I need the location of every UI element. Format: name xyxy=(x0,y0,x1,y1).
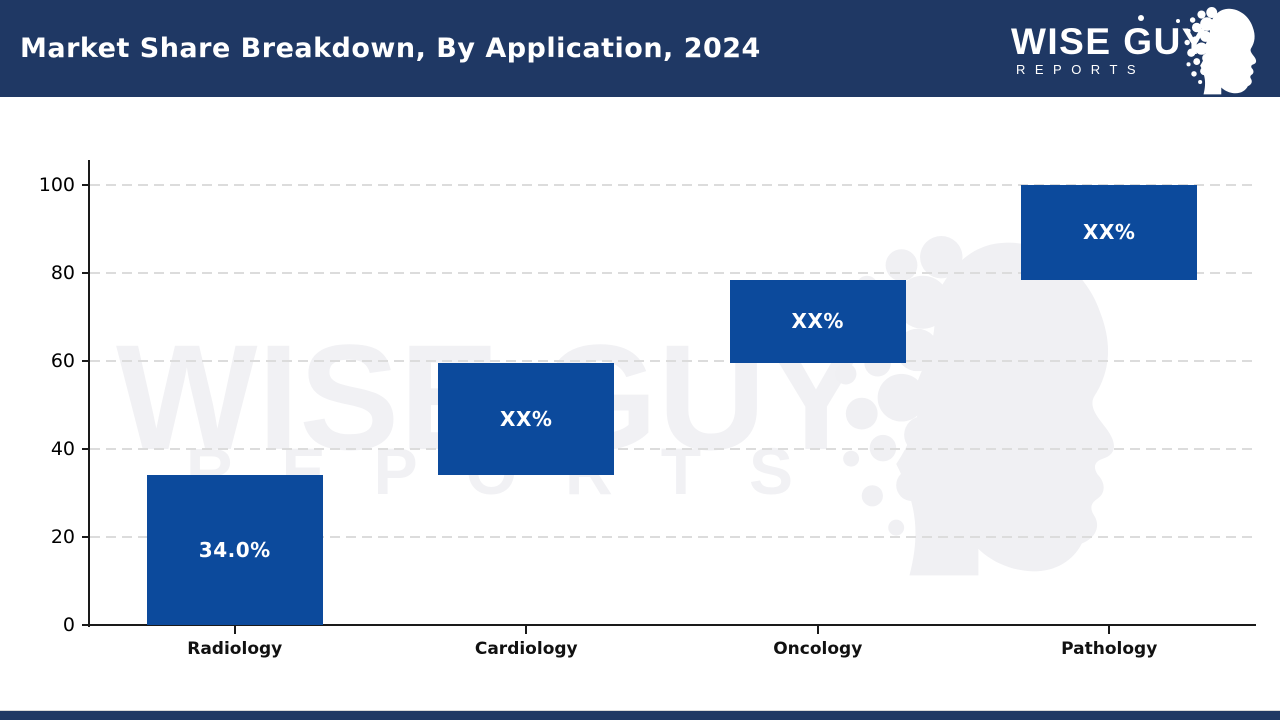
bar-value-label-cardiology: XX% xyxy=(500,407,553,432)
y-tick-mark-100 xyxy=(82,184,89,186)
bar-value-label-pathology: XX% xyxy=(1083,220,1136,245)
gridline-100 xyxy=(90,184,1255,186)
y-tick-mark-20 xyxy=(82,536,89,538)
x-tick-mark-pathology xyxy=(1108,626,1111,634)
x-axis-label-radiology: Radiology xyxy=(187,639,283,659)
bar-cardiology: XX% xyxy=(438,363,615,476)
bar-value-label-oncology: XX% xyxy=(791,309,844,334)
gridline-60 xyxy=(90,360,1255,362)
logo-dot-icon xyxy=(1176,19,1180,23)
y-tick-label-100: 100 xyxy=(38,174,75,196)
x-tick-mark-cardiology xyxy=(525,626,528,634)
x-axis-label-oncology: Oncology xyxy=(773,639,863,659)
y-axis-line xyxy=(88,160,90,627)
header-bar: Market Share Breakdown, By Application, … xyxy=(0,0,1280,97)
gridline-20 xyxy=(90,536,1255,538)
y-tick-label-60: 60 xyxy=(50,350,75,372)
bar-radiology: 34.0% xyxy=(146,475,323,625)
bar-pathology: XX% xyxy=(1021,185,1198,280)
bar-oncology: XX% xyxy=(729,279,906,364)
gridline-40 xyxy=(90,448,1255,450)
y-tick-label-0: 0 xyxy=(62,614,75,636)
y-tick-label-20: 20 xyxy=(50,526,75,548)
logo-wordmark: WISE GUY xyxy=(1010,21,1208,62)
x-axis-label-cardiology: Cardiology xyxy=(474,639,578,659)
y-tick-label-40: 40 xyxy=(50,438,75,460)
footer-bar xyxy=(0,710,1280,720)
x-axis-line xyxy=(86,624,1256,626)
y-tick-mark-80 xyxy=(82,272,89,274)
y-tick-mark-0 xyxy=(82,624,89,626)
bar-value-label-radiology: 34.0% xyxy=(198,538,271,563)
y-tick-mark-60 xyxy=(82,360,89,362)
wise-guy-reports-logo: WISE GUY REPORTS xyxy=(1011,5,1266,95)
logo-dot-icon xyxy=(1138,15,1144,21)
gridline-80 xyxy=(90,272,1255,274)
x-tick-mark-radiology xyxy=(233,626,236,634)
y-tick-mark-40 xyxy=(82,448,89,450)
x-tick-mark-oncology xyxy=(816,626,819,634)
y-tick-label-80: 80 xyxy=(50,262,75,284)
logo-subtitle: REPORTS xyxy=(1015,62,1146,77)
x-axis-label-pathology: Pathology xyxy=(1061,639,1158,659)
page-title: Market Share Breakdown, By Application, … xyxy=(20,33,761,64)
logo-text: WISE GUY REPORTS xyxy=(1010,15,1208,77)
